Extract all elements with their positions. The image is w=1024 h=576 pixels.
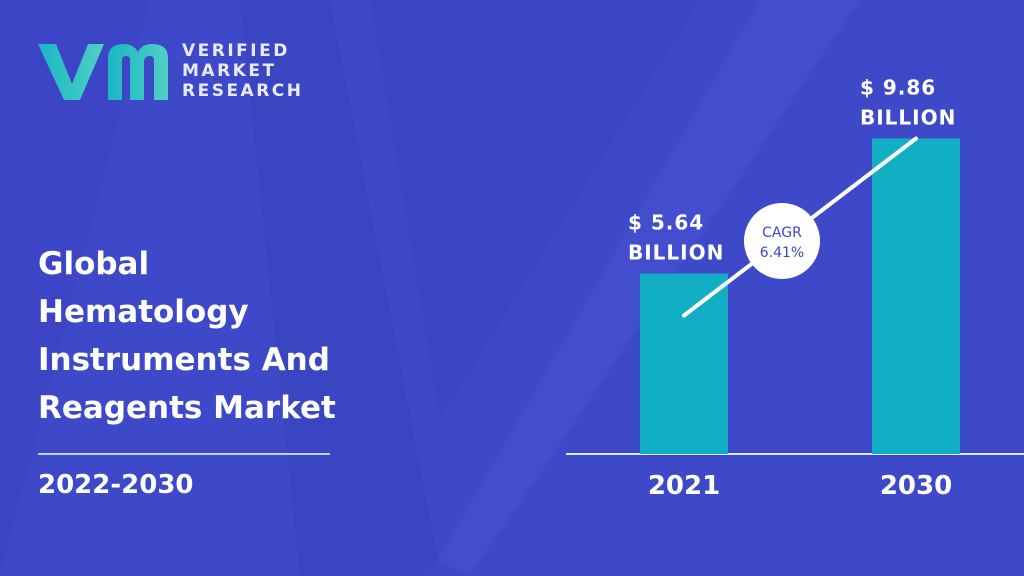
- data-label-value-2021: $ 5.64: [628, 211, 704, 235]
- title-divider: [38, 453, 330, 455]
- brand-line-1: VERIFIED: [182, 41, 290, 61]
- title-line-2: Hematology: [38, 294, 249, 330]
- vmr-logo-icon: [38, 44, 168, 100]
- x-tick-label-2030: 2030: [880, 471, 952, 501]
- data-label-unit-2030: BILLION: [860, 105, 956, 129]
- brand-line-2: MARKET: [182, 61, 277, 81]
- data-label-value-2030: $ 9.86: [860, 75, 936, 99]
- brand-line-3: RESEARCH: [182, 81, 304, 101]
- data-label-unit-2021: BILLION: [628, 241, 724, 265]
- cagr-value: 6.41%: [760, 245, 804, 261]
- x-tick-label-2021: 2021: [648, 471, 720, 501]
- brand-logo: VERIFIED MARKET RESEARCH: [34, 38, 304, 104]
- title-line-1: Global: [38, 246, 150, 282]
- forecast-period: 2022-2030: [38, 470, 194, 500]
- page-title: Global Hematology Instruments And Reagen…: [38, 240, 398, 432]
- brand-name: VERIFIED MARKET RESEARCH: [182, 41, 304, 101]
- title-line-3: Instruments And: [38, 342, 330, 378]
- bar-2030: [872, 138, 960, 454]
- market-size-bar-chart: $ 5.64 BILLION 2021 $ 9.86 BILLION 2030 CAGR 6.…: [566, 75, 1024, 501]
- title-line-4: Reagents Market: [38, 390, 336, 426]
- cagr-label: CAGR: [762, 225, 802, 241]
- cagr-badge: [744, 203, 820, 279]
- bar-2021: [640, 273, 728, 454]
